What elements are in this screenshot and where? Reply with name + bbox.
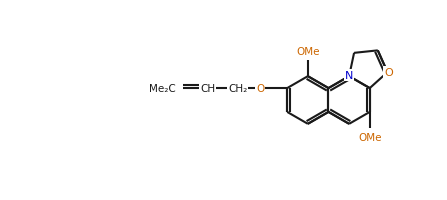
Text: CH₂: CH₂ [228, 84, 247, 94]
Text: N: N [345, 71, 353, 81]
Text: O: O [384, 68, 393, 78]
Text: Me₂C: Me₂C [149, 84, 176, 94]
Text: OMe: OMe [296, 47, 320, 57]
Text: CH: CH [200, 84, 215, 94]
Text: O: O [256, 84, 264, 94]
Text: OMe: OMe [358, 132, 382, 142]
